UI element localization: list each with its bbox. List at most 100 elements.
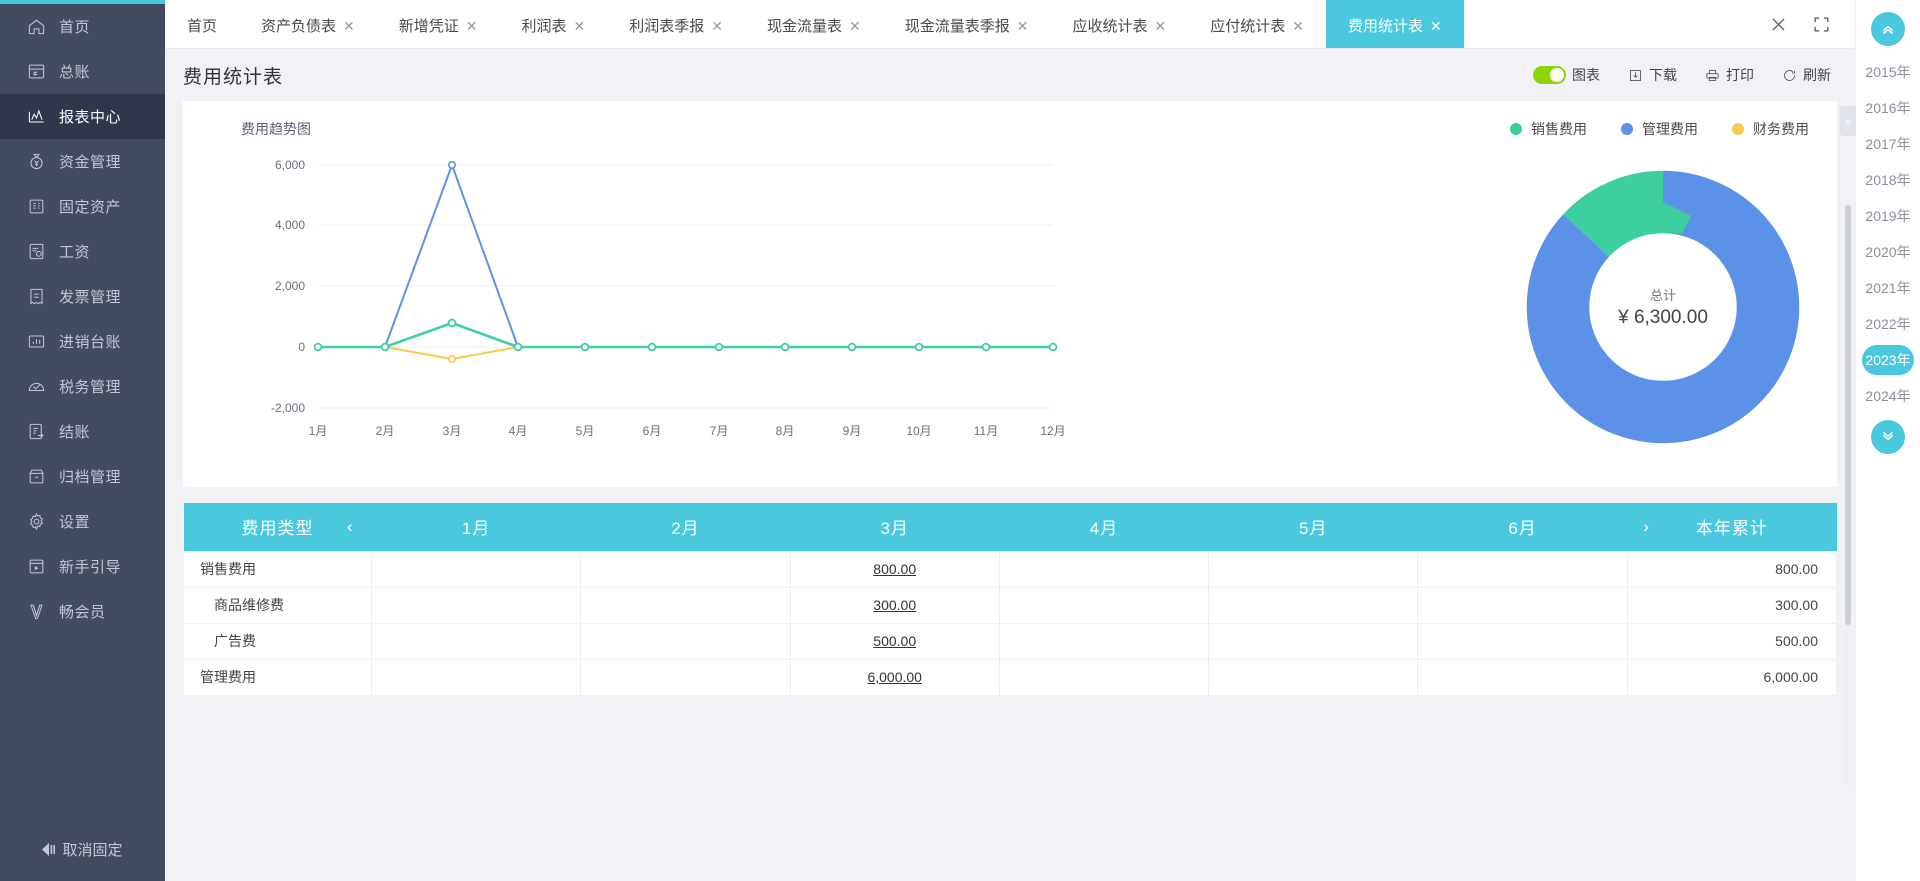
- sidebar-item-label: 畅会员: [59, 604, 106, 621]
- sidebar-item-fund-management[interactable]: 资金管理: [0, 139, 165, 184]
- year-scroll-up-button[interactable]: [1871, 12, 1905, 46]
- col-feb: 2月: [580, 503, 791, 551]
- sidebar-item-label: 报表中心: [59, 109, 122, 126]
- cell-may: [1208, 622, 1419, 660]
- print-button[interactable]: 打印: [1705, 65, 1754, 85]
- cell-value-link[interactable]: 500.00: [873, 633, 917, 649]
- tab-bar: 首页 资产负债表 ✕ 新增凭证 ✕ 利润表 ✕ 利润表季报 ✕: [165, 0, 1855, 49]
- year-item-2018[interactable]: 2018年: [1865, 172, 1911, 188]
- year-item-2022[interactable]: 2022年: [1865, 316, 1911, 332]
- tab-income-statement-quarterly[interactable]: 利润表季报 ✕: [607, 0, 745, 48]
- sidebar-item-guide[interactable]: 新手引导: [0, 544, 165, 589]
- tab-close-icon[interactable]: ✕: [849, 17, 861, 34]
- sidebar-item-archive[interactable]: 归档管理: [0, 454, 165, 499]
- tab-label: 费用统计表: [1348, 18, 1424, 35]
- legend-label: 销售费用: [1531, 121, 1587, 137]
- sidebar-item-ledger[interactable]: 总账: [0, 49, 165, 94]
- sidebar-item-salary[interactable]: 工资: [0, 229, 165, 274]
- close-icon[interactable]: [1769, 15, 1788, 34]
- col-jan: 1月: [371, 503, 581, 551]
- tab-close-icon[interactable]: ✕: [1154, 17, 1167, 34]
- chart-toggle[interactable]: [1533, 66, 1566, 84]
- tab-payable-stats[interactable]: 应付统计表 ✕: [1188, 0, 1326, 48]
- table-row[interactable]: 管理费用 6,000.00 6,000.00: [183, 658, 1838, 696]
- svg-text:9月: 9月: [843, 424, 862, 438]
- cell-value-link[interactable]: 300.00: [873, 597, 917, 613]
- tab-close-icon[interactable]: ✕: [343, 17, 355, 34]
- year-scroll-down-button[interactable]: [1871, 420, 1905, 454]
- fullscreen-icon[interactable]: [1812, 15, 1831, 34]
- collapse-right-icon[interactable]: »: [1840, 106, 1856, 136]
- sidebar-item-report-center[interactable]: 报表中心: [0, 94, 165, 139]
- y-axis-labels: 6,000 4,000 2,000 0 -2,000: [271, 158, 305, 415]
- table-row[interactable]: 销售费用 800.00 800.00: [183, 550, 1838, 588]
- tab-label: 首页: [187, 18, 218, 35]
- tab-home[interactable]: 首页: [165, 0, 239, 48]
- table-row[interactable]: 广告费 500.00 500.00: [183, 622, 1838, 660]
- tab-close-icon[interactable]: ✕: [1430, 17, 1442, 34]
- cell-value-link[interactable]: 6,000.00: [867, 669, 922, 685]
- tab-close-icon[interactable]: ✕: [573, 17, 586, 34]
- tab-label: 现金流量表: [767, 18, 843, 35]
- year-item-2019[interactable]: 2019年: [1865, 208, 1911, 224]
- tab-income-statement[interactable]: 利润表 ✕: [500, 0, 608, 48]
- svg-text:2月: 2月: [376, 424, 395, 438]
- refresh-button[interactable]: 刷新: [1782, 65, 1831, 85]
- cell-apr: [998, 550, 1210, 588]
- sidebar-item-tax-management[interactable]: 税务管理: [0, 364, 165, 409]
- legend-item-finance[interactable]: 财务费用: [1732, 119, 1809, 139]
- tab-close-icon[interactable]: ✕: [1016, 17, 1029, 34]
- sidebar-item-settings[interactable]: 设置: [0, 499, 165, 544]
- sidebar-item-home[interactable]: 首页: [0, 4, 165, 49]
- cell-mar[interactable]: 6,000.00: [789, 658, 1000, 696]
- tab-balance-sheet[interactable]: 资产负债表 ✕: [239, 0, 377, 48]
- cell-mar[interactable]: 800.00: [789, 550, 1000, 588]
- content-scrollbar[interactable]: [1845, 205, 1851, 789]
- sidebar-item-fixed-assets[interactable]: 固定资产: [0, 184, 165, 229]
- year-item-2024[interactable]: 2024年: [1865, 388, 1911, 404]
- year-item-2020[interactable]: 2020年: [1865, 244, 1911, 260]
- tab-receivable-stats[interactable]: 应收统计表 ✕: [1051, 0, 1189, 48]
- tab-expense-stats[interactable]: 费用统计表 ✕: [1326, 0, 1464, 48]
- sidebar-item-settlement[interactable]: 结账: [0, 409, 165, 454]
- cell-apr: [998, 658, 1210, 696]
- unpin-sidebar-label: 取消固定: [62, 841, 123, 859]
- svg-text:4月: 4月: [509, 424, 528, 438]
- cell-mar[interactable]: 500.00: [789, 622, 1000, 660]
- year-item-2021[interactable]: 2021年: [1865, 280, 1911, 296]
- scrollbar-thumb[interactable]: [1845, 205, 1851, 625]
- cell-jan: [370, 658, 582, 696]
- year-item-2023[interactable]: 2023年: [1862, 345, 1914, 375]
- cell-mar[interactable]: 300.00: [789, 586, 1000, 624]
- year-item-2016[interactable]: 2016年: [1865, 100, 1911, 116]
- sidebar-spacer: [0, 634, 165, 831]
- sidebar-item-vip[interactable]: 畅会员: [0, 589, 165, 634]
- year-item-2015[interactable]: 2015年: [1865, 64, 1911, 80]
- tab-close-icon[interactable]: ✕: [465, 17, 478, 34]
- sidebar-item-label: 首页: [59, 19, 91, 36]
- table-row[interactable]: 商品维修费 300.00 300.00: [183, 586, 1838, 624]
- legend-item-admin[interactable]: 管理费用: [1621, 119, 1698, 139]
- tab-cash-flow[interactable]: 现金流量表 ✕: [745, 0, 883, 48]
- prev-month-arrow[interactable]: ‹: [346, 516, 354, 536]
- row-name: 广告费: [183, 622, 372, 660]
- left-sidebar: 首页 总账 报表中心 资金管理 固定资产 工资 发票管理 进销台账: [0, 0, 165, 881]
- col-year-total: › 本年累计: [1627, 503, 1837, 551]
- collapse-left-icon: [42, 842, 56, 856]
- legend-item-sales[interactable]: 销售费用: [1510, 119, 1587, 139]
- cell-jan: [370, 550, 582, 588]
- download-button[interactable]: 下载: [1628, 65, 1677, 85]
- tab-close-icon[interactable]: ✕: [711, 17, 724, 34]
- unpin-sidebar-button[interactable]: 取消固定: [0, 831, 165, 881]
- chart-toggle-group[interactable]: 图表: [1533, 65, 1600, 85]
- cell-may: [1208, 550, 1419, 588]
- sidebar-item-invoice[interactable]: 发票管理: [0, 274, 165, 319]
- tab-new-voucher[interactable]: 新增凭证 ✕: [377, 0, 500, 48]
- cell-value-link[interactable]: 800.00: [873, 561, 917, 577]
- tab-cash-flow-quarterly[interactable]: 现金流量表季报 ✕: [883, 0, 1051, 48]
- row-name: 销售费用: [183, 550, 372, 588]
- tab-close-icon[interactable]: ✕: [1292, 17, 1305, 34]
- next-month-arrow[interactable]: ›: [1643, 516, 1650, 536]
- sidebar-item-inventory-ledger[interactable]: 进销台账: [0, 319, 165, 364]
- year-item-2017[interactable]: 2017年: [1865, 136, 1911, 152]
